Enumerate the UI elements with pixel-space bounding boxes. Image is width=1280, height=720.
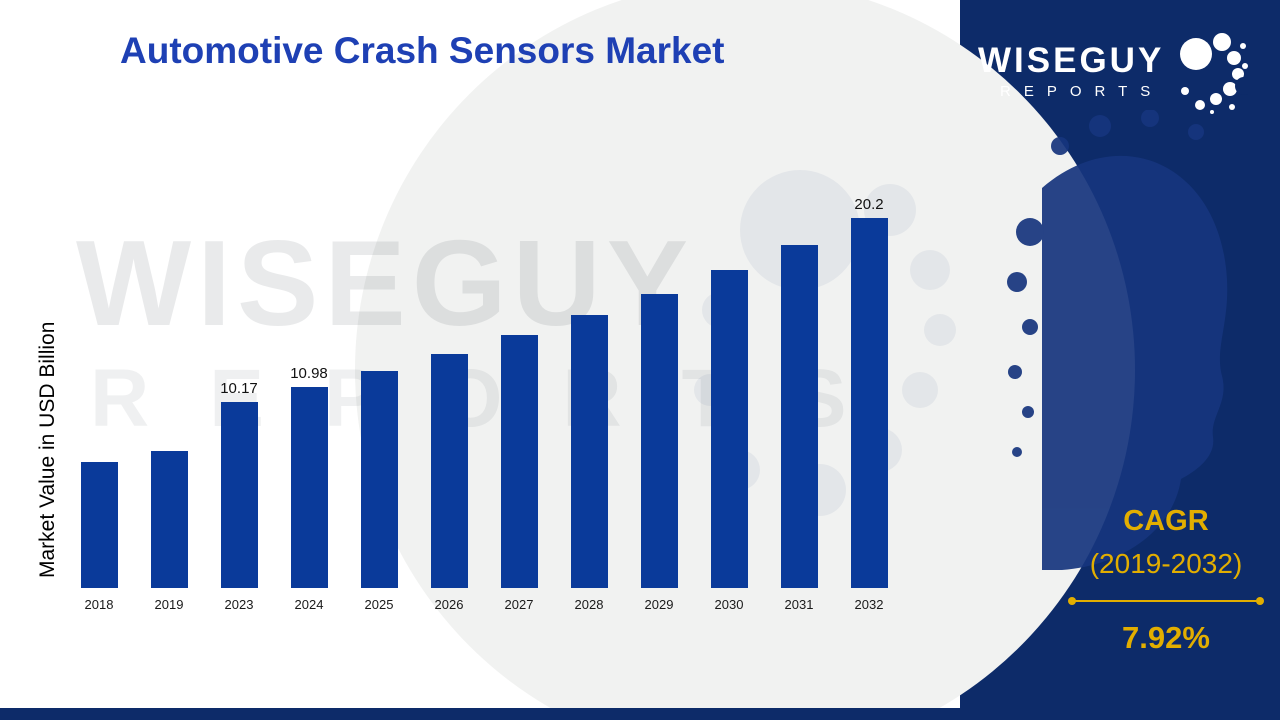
page-title: Automotive Crash Sensors Market bbox=[120, 30, 725, 71]
x-tick-label: 2029 bbox=[644, 597, 674, 612]
bar-column: 2019 bbox=[134, 451, 204, 612]
bar-column: 20.2 2032 bbox=[834, 196, 904, 612]
x-tick-label: 2024 bbox=[294, 597, 324, 612]
bar-column: 2029 bbox=[624, 294, 694, 612]
bar-value-label: 10.98 bbox=[290, 365, 328, 382]
bar bbox=[500, 335, 538, 588]
cagr-value: 7.92% bbox=[1122, 620, 1210, 655]
bar-column: 2027 bbox=[484, 335, 554, 612]
cagr-label: CAGR bbox=[1123, 505, 1209, 537]
x-tick-label: 2019 bbox=[154, 597, 184, 612]
logo-subname: REPORTS bbox=[1000, 82, 1164, 100]
bar-column: 2028 bbox=[554, 315, 624, 612]
bar bbox=[150, 451, 188, 588]
divider-dot-right bbox=[1256, 597, 1264, 605]
brand-logo: WISEGUY REPORTS bbox=[978, 28, 1268, 114]
x-tick-label: 2031 bbox=[784, 597, 814, 612]
cagr-divider bbox=[1068, 597, 1264, 605]
bar bbox=[430, 354, 468, 588]
logo-head-icon bbox=[1180, 33, 1249, 114]
x-tick-label: 2028 bbox=[574, 597, 604, 612]
bar-column: 2031 bbox=[764, 245, 834, 612]
bar bbox=[570, 315, 608, 588]
bar-column: 10.17 2023 bbox=[204, 380, 274, 612]
bar-column: 2030 bbox=[694, 270, 764, 612]
bar bbox=[220, 402, 258, 588]
divider-dot-left bbox=[1068, 597, 1076, 605]
y-axis-label: Market Value in USD Billion bbox=[36, 321, 59, 578]
x-tick-label: 2027 bbox=[504, 597, 534, 612]
bar-chart: 2018 2019 10.17 2023 10.98 2024 2025 2026 2027 20… bbox=[64, 172, 912, 612]
bar bbox=[640, 294, 678, 588]
logo-text: WISEGUY REPORTS bbox=[978, 43, 1164, 100]
bar bbox=[290, 387, 328, 588]
bar-column: 2018 bbox=[64, 462, 134, 612]
cagr-range: (2019-2032) bbox=[1089, 548, 1243, 579]
bar bbox=[710, 270, 748, 588]
x-tick-label: 2026 bbox=[434, 597, 464, 612]
x-tick-label: 2032 bbox=[854, 597, 884, 612]
bar-value-label: 10.17 bbox=[220, 380, 258, 397]
cagr-block: CAGR (2019-2032) 7.92% bbox=[1060, 505, 1272, 656]
bar-column: 10.98 2024 bbox=[274, 365, 344, 612]
bar-value-label: 20.2 bbox=[854, 196, 884, 213]
x-tick-label: 2025 bbox=[364, 597, 394, 612]
x-tick-label: 2018 bbox=[84, 597, 114, 612]
bar bbox=[850, 218, 888, 588]
bar bbox=[360, 371, 398, 588]
logo-name: WISEGUY bbox=[978, 40, 1165, 80]
bar bbox=[80, 462, 118, 588]
x-tick-label: 2023 bbox=[224, 597, 254, 612]
footer-bar bbox=[0, 708, 1280, 720]
bar bbox=[780, 245, 818, 588]
bar-column: 2026 bbox=[414, 354, 484, 612]
x-tick-label: 2030 bbox=[714, 597, 744, 612]
bar-column: 2025 bbox=[344, 371, 414, 612]
